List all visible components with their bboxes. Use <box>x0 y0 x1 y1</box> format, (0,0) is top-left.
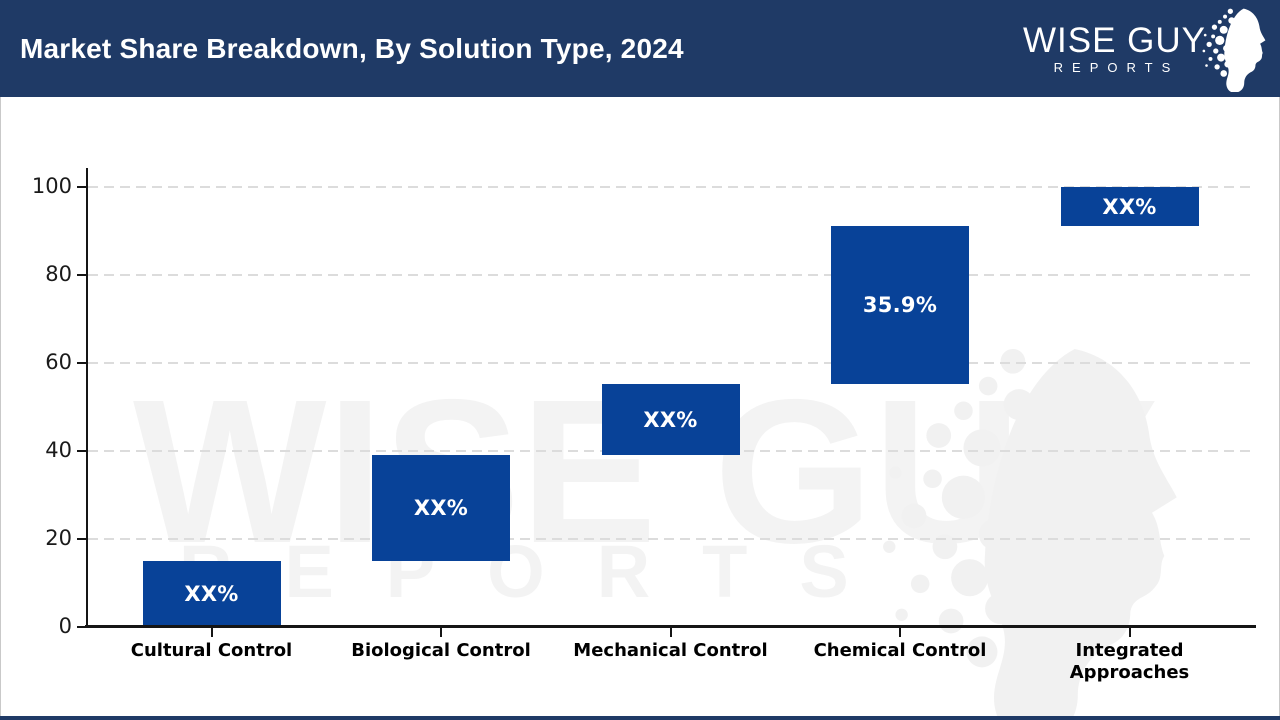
bar-biological-control: XX% <box>372 455 510 561</box>
brand-wordmark: WISE GUY <box>1022 20 1206 60</box>
y-tick-mark <box>77 274 86 276</box>
bar-value-label: XX% <box>184 582 239 606</box>
watermark-reports: REPORTS <box>179 530 901 613</box>
x-tick-mark <box>440 628 442 637</box>
bar-cultural-control: XX% <box>142 561 281 627</box>
y-tick-label: 40 <box>45 438 72 462</box>
bar-value-label: 35.9% <box>862 293 938 318</box>
bar-mechanical-control: XX% <box>601 384 740 456</box>
x-category-label: Integrated Approaches <box>1069 640 1190 683</box>
y-tick-label: 60 <box>45 350 72 374</box>
y-tick-label: 0 <box>58 614 72 638</box>
x-tick-mark <box>1128 628 1131 637</box>
y-tick-label: 100 <box>31 174 72 198</box>
brand-text: WISE GUY REPORTS <box>1022 20 1206 76</box>
page-title: Market Share Breakdown, By Solution Type… <box>20 32 684 64</box>
bar-chemical-control: 35.9% <box>831 226 969 385</box>
bar-value-label: XX% <box>1102 194 1157 219</box>
x-category-label: Biological Control <box>351 640 531 661</box>
y-tick-mark <box>77 362 86 364</box>
bar-value-label: XX% <box>413 496 469 521</box>
gridline-100 <box>88 186 1256 188</box>
x-tick-mark <box>669 628 672 637</box>
brand-reports: REPORTS <box>1053 60 1180 76</box>
gridline-60 <box>88 362 1256 364</box>
x-tick-mark <box>210 628 213 637</box>
y-tick-label: 20 <box>45 526 72 550</box>
y-tick-mark <box>77 626 86 628</box>
bar-value-label: XX% <box>643 407 698 432</box>
x-tick-mark <box>899 628 901 637</box>
bar-integrated-approaches: XX% <box>1060 187 1199 227</box>
y-axis-line <box>86 168 88 628</box>
brand-head-icon <box>1202 8 1266 92</box>
y-tick-mark <box>77 450 86 452</box>
header-bar: Market Share Breakdown, By Solution Type… <box>0 0 1280 97</box>
y-tick-label: 80 <box>45 262 72 286</box>
y-tick-mark <box>77 186 86 188</box>
x-category-label: Mechanical Control <box>573 640 768 661</box>
y-tick-mark <box>77 538 86 540</box>
gridline-80 <box>88 274 1256 276</box>
brand-logo: WISE GUY REPORTS <box>1023 4 1270 94</box>
x-category-label: Cultural Control <box>130 640 293 661</box>
gridline-20 <box>88 538 1256 540</box>
footer-strip <box>0 716 1280 720</box>
x-axis-line <box>85 625 1256 628</box>
x-category-label: Chemical Control <box>813 640 987 661</box>
